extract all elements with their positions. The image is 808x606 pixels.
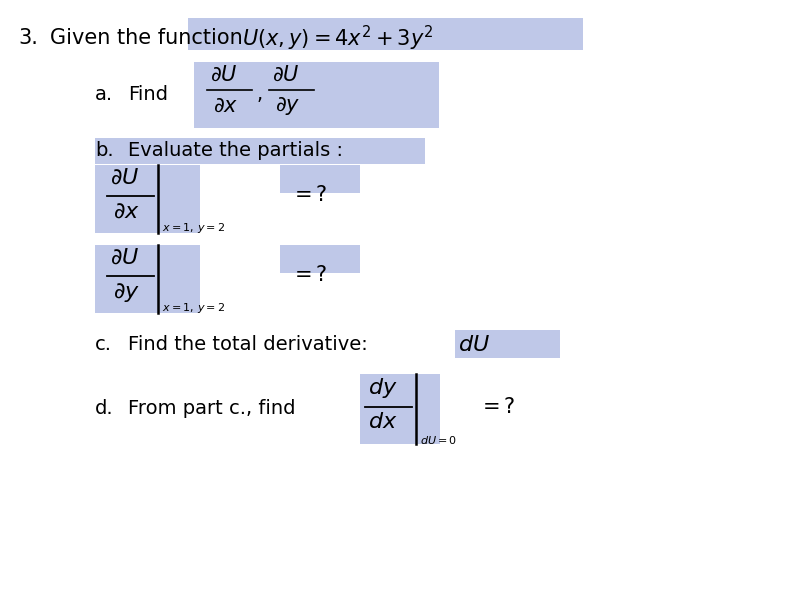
Text: Find: Find <box>128 85 168 104</box>
Bar <box>188 18 583 50</box>
Text: From part c., find: From part c., find <box>128 399 296 418</box>
Text: $dU$: $dU$ <box>458 335 490 355</box>
Text: c.: c. <box>95 336 112 355</box>
Text: $dU{=}0$: $dU{=}0$ <box>420 434 457 446</box>
Text: Evaluate the partials :: Evaluate the partials : <box>128 141 343 159</box>
Text: $\partial y$: $\partial y$ <box>275 95 301 117</box>
Text: $x{=}1,\,y{=}2$: $x{=}1,\,y{=}2$ <box>162 221 225 235</box>
Text: $U(x, y) = 4x^2 + 3y^2$: $U(x, y) = 4x^2 + 3y^2$ <box>242 24 433 53</box>
Text: $x{=}1,\,y{=}2$: $x{=}1,\,y{=}2$ <box>162 301 225 315</box>
Bar <box>360 374 440 444</box>
Text: a.: a. <box>95 85 113 104</box>
Text: Find the total derivative:: Find the total derivative: <box>128 336 368 355</box>
Text: $dx$: $dx$ <box>368 412 398 432</box>
Bar <box>95 138 425 164</box>
Text: $= ?$: $= ?$ <box>478 397 516 417</box>
Bar <box>95 165 200 233</box>
Text: $\partial x$: $\partial x$ <box>213 96 238 116</box>
Text: $dy$: $dy$ <box>368 376 398 400</box>
Text: $\partial U$: $\partial U$ <box>272 65 300 85</box>
Bar <box>280 165 360 193</box>
Bar <box>95 245 200 313</box>
Text: $= ?$: $= ?$ <box>290 265 327 285</box>
Text: b.: b. <box>95 141 114 159</box>
Bar <box>194 62 439 128</box>
Text: $\partial U$: $\partial U$ <box>210 65 238 85</box>
Text: $\partial x$: $\partial x$ <box>113 202 140 222</box>
Text: 3.: 3. <box>18 28 38 48</box>
Text: $\partial U$: $\partial U$ <box>110 248 139 268</box>
Bar <box>280 245 360 273</box>
Text: ,: , <box>257 85 263 104</box>
Text: $\partial y$: $\partial y$ <box>113 281 140 304</box>
Text: $\partial U$: $\partial U$ <box>110 168 139 188</box>
Text: d.: d. <box>95 399 114 418</box>
Text: Given the function: Given the function <box>50 28 242 48</box>
Bar <box>455 330 560 358</box>
Text: $= ?$: $= ?$ <box>290 185 327 205</box>
